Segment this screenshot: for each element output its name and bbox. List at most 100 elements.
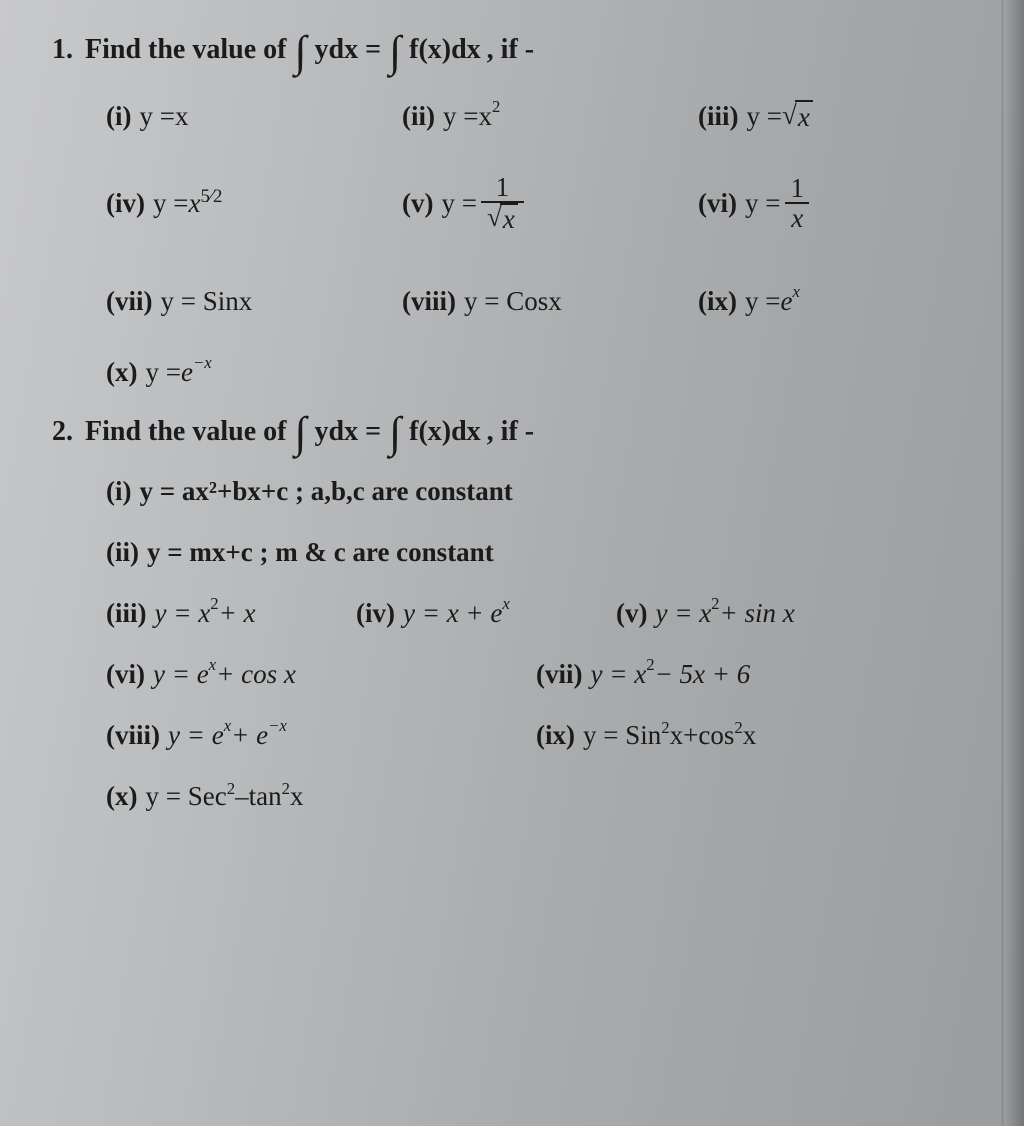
opt-text: + x: [219, 598, 256, 629]
q2-viii: (viii) y = ex + e−x: [106, 720, 536, 751]
fraction: 1 x: [784, 174, 810, 233]
integral-icon: ∫: [389, 39, 401, 65]
opt-label: (i): [106, 101, 131, 132]
superscript: 2: [492, 97, 500, 117]
opt-label: (x): [106, 781, 137, 812]
opt-label: (ii): [106, 537, 139, 568]
fraction: 1 x: [481, 173, 524, 234]
q2-stem-a: Find the value of: [85, 416, 286, 448]
q2-ii: (ii) y = mx+c ; m & c are constant: [106, 537, 994, 568]
opt-text: y = e: [153, 659, 209, 690]
denominator: x: [481, 201, 524, 233]
opt-text: y =: [153, 188, 188, 219]
q2-ix: (ix) y = Sin2x+cos2x: [536, 720, 756, 751]
opt-label: (v): [616, 598, 647, 629]
opt-label: (ii): [402, 101, 435, 132]
opt-label: (viii): [106, 720, 160, 751]
opt-text: y =: [745, 188, 780, 219]
opt-text: − 5x + 6: [655, 659, 751, 690]
opt-text: x: [743, 720, 757, 751]
superscript: 2: [734, 718, 742, 738]
q2-number: 2.: [52, 416, 73, 448]
q2-stem: 2. Find the value of ∫ ydx = ∫ f(x)dx , …: [52, 416, 994, 448]
q1-ix: (ix) y = ex: [698, 286, 994, 317]
superscript: 2: [282, 779, 290, 799]
opt-label: (iii): [106, 598, 147, 629]
opt-label: (iv): [106, 188, 145, 219]
superscript: 2: [210, 594, 218, 614]
opt-label: (iii): [698, 101, 739, 132]
q1-i: (i) y =x: [106, 100, 402, 133]
q2-iv: (iv) y = x + ex: [356, 598, 616, 629]
superscript: 2: [661, 718, 669, 738]
q1-viii: (viii) y = Cosx: [402, 286, 698, 317]
base: e: [780, 286, 792, 317]
q2-stem-d: , if -: [487, 416, 534, 448]
opt-text: y =: [747, 101, 782, 132]
radicand: x: [500, 203, 518, 233]
q1-row4: (x) y = e−x: [106, 357, 994, 388]
q2-row3: (iii) y = x2 + x (iv) y = x + ex (v) y =…: [106, 598, 994, 629]
opt-text: y = Cosx: [464, 286, 562, 317]
opt-text: + sin x: [720, 598, 795, 629]
q1-vi: (vi) y = 1 x: [698, 173, 994, 234]
q2-vii: (vii) y = x2 − 5x + 6: [536, 659, 750, 690]
opt-text: y =x: [443, 101, 492, 132]
q1-v: (v) y = 1 x: [402, 173, 698, 234]
q2-i: (i) y = ax²+bx+c ; a,b,c are constant: [106, 476, 994, 507]
radicand: x: [795, 100, 813, 133]
q1-number: 1.: [52, 34, 73, 66]
q2-v: (v) y = x2 + sin x: [616, 598, 795, 629]
opt-text: –tan: [235, 781, 282, 812]
q2-x: (x) y = Sec2–tan2x: [106, 781, 303, 812]
superscript: x: [209, 655, 216, 675]
opt-label: (ix): [698, 286, 737, 317]
q2-row6: (x) y = Sec2–tan2x: [106, 781, 994, 812]
opt-text: y = x + e: [403, 598, 502, 629]
q1-stem-a: Find the value of: [85, 34, 286, 66]
opt-label: (vii): [536, 659, 583, 690]
q2-stem-b: ydx =: [315, 416, 382, 448]
opt-text: x: [290, 781, 304, 812]
denominator: x: [785, 202, 809, 232]
q1-stem-d: , if -: [487, 34, 534, 66]
q1-x: (x) y = e−x: [106, 357, 406, 388]
opt-text: y =: [745, 286, 780, 317]
integral-icon: ∫: [389, 420, 401, 446]
integral-icon: ∫: [294, 39, 306, 65]
q1-ii: (ii) y =x2: [402, 100, 698, 133]
sqrt-icon: x: [782, 100, 813, 133]
q1-vii: (vii) y = Sinx: [106, 286, 402, 317]
opt-text: + e: [231, 720, 268, 751]
opt-label: (vii): [106, 286, 153, 317]
superscript: x: [224, 716, 231, 736]
q1-stem-b: ydx =: [315, 34, 382, 66]
base: e: [181, 357, 193, 388]
q1-iii: (iii) y = x: [698, 100, 994, 133]
base: x: [188, 188, 200, 219]
opt-label: (iv): [356, 598, 395, 629]
opt-text: y = e: [168, 720, 224, 751]
opt-label: (vi): [106, 659, 145, 690]
opt-label: (x): [106, 357, 137, 388]
opt-text: y = Sinx: [161, 286, 253, 317]
q1-options: (i) y =x (ii) y =x2 (iii) y = x (iv) y =…: [106, 100, 994, 388]
opt-text: y =: [441, 188, 476, 219]
opt-text: y = mx+c ; m & c are constant: [147, 537, 494, 568]
superscript: 2: [227, 779, 235, 799]
opt-label: (i): [106, 476, 131, 507]
q2-options: (i) y = ax²+bx+c ; a,b,c are constant (i…: [106, 476, 994, 812]
opt-text: y = x: [155, 598, 211, 629]
superscript: −x: [268, 716, 287, 736]
exponent-frac: 5⁄2: [200, 186, 222, 208]
q2-stem-c: f(x)dx: [409, 416, 481, 448]
sqrt-icon: x: [487, 203, 518, 233]
q1-stem-c: f(x)dx: [409, 34, 481, 66]
superscript: x: [502, 594, 509, 614]
superscript: −x: [193, 353, 212, 373]
opt-label: (v): [402, 188, 433, 219]
opt-label: (vi): [698, 188, 737, 219]
q2-vi: (vi) y = ex + cos x: [106, 659, 536, 690]
q1-stem: 1. Find the value of ∫ ydx = ∫ f(x)dx , …: [52, 34, 994, 66]
q2-row4: (vi) y = ex + cos x (vii) y = x2 − 5x + …: [106, 659, 994, 690]
